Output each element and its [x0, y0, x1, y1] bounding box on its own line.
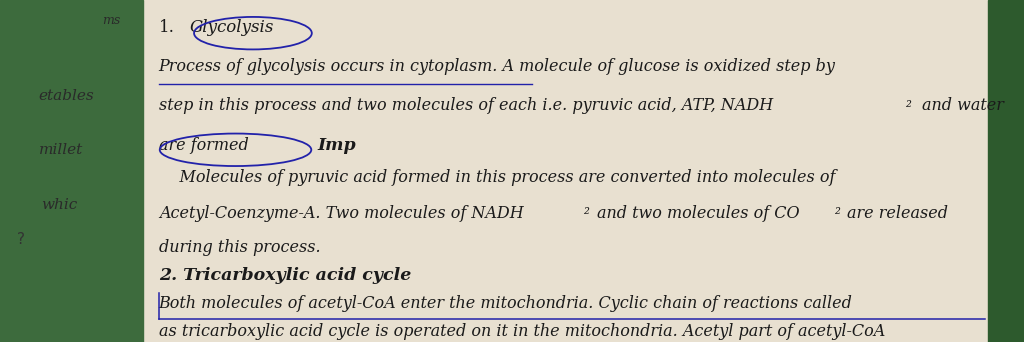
Text: are released: are released [847, 205, 948, 222]
Text: ₂: ₂ [835, 203, 841, 218]
Text: step in this process and two molecules of each i.e. pyruvic acid, ATP, NADH: step in this process and two molecules o… [159, 97, 773, 115]
Text: and water: and water [922, 97, 1004, 115]
Text: ₂: ₂ [906, 96, 912, 110]
Text: ₂: ₂ [584, 203, 590, 218]
Text: Glycolysis: Glycolysis [189, 19, 273, 36]
Text: Both molecules of acetyl-CoA enter the mitochondria. Cyclic chain of reactions c: Both molecules of acetyl-CoA enter the m… [159, 295, 853, 312]
Text: during this process.: during this process. [159, 239, 321, 256]
Text: Molecules of pyruvic acid formed in this process are converted into molecules of: Molecules of pyruvic acid formed in this… [159, 169, 836, 186]
Text: 1.: 1. [159, 19, 175, 36]
Text: are formed: are formed [159, 137, 249, 154]
Text: whic: whic [41, 198, 78, 212]
Text: as tricarboxylic acid cycle is operated on it in the mitochondria. Acetyl part o: as tricarboxylic acid cycle is operated … [159, 323, 885, 340]
Text: ?: ? [16, 232, 25, 247]
Bar [0, 0, 143, 342]
Text: etables: etables [39, 89, 94, 103]
Text: Acetyl-Coenzyme-A. Two molecules of NADH: Acetyl-Coenzyme-A. Two molecules of NADH [159, 205, 523, 222]
Bar [988, 0, 1024, 342]
Text: Process of glycolysis occurs in cytoplasm. A molecule of glucose is oxidized ste: Process of glycolysis occurs in cytoplas… [159, 58, 836, 75]
Text: 2. Tricarboxylic acid cycle: 2. Tricarboxylic acid cycle [159, 267, 411, 285]
Text: millet: millet [39, 144, 84, 157]
Text: and two molecules of CO: and two molecules of CO [597, 205, 800, 222]
Text: Imp: Imp [317, 137, 356, 154]
Bar [143, 0, 988, 342]
Text: ms: ms [102, 14, 121, 27]
